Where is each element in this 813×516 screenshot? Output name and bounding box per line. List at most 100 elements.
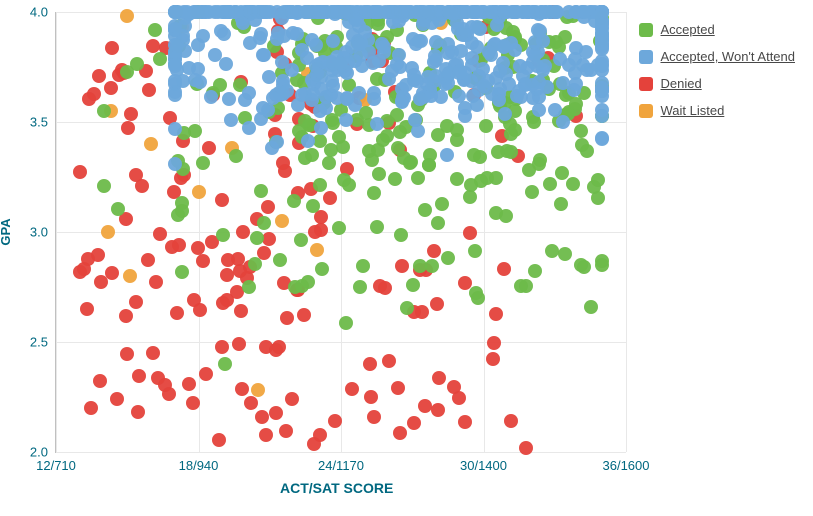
data-point — [356, 259, 370, 273]
data-point — [170, 306, 184, 320]
legend-item-accepted[interactable]: Accepted — [639, 22, 796, 37]
data-point — [519, 279, 533, 293]
data-point — [463, 190, 477, 204]
data-point — [280, 311, 294, 325]
legend-item-accepted-wont-attend[interactable]: Accepted, Won't Attend — [639, 49, 796, 64]
data-point — [218, 357, 232, 371]
x-tick-label: 36/1600 — [603, 458, 650, 473]
data-point — [558, 247, 572, 261]
data-point — [538, 59, 552, 73]
data-point — [272, 340, 286, 354]
legend-label-accepted-wont-attend: Accepted, Won't Attend — [661, 49, 796, 64]
data-point — [229, 149, 243, 163]
data-point — [473, 22, 487, 36]
data-point — [363, 357, 377, 371]
x-axis-label: ACT/SAT SCORE — [280, 480, 393, 496]
scatter-chart: 12/71018/94024/117030/140036/16002.02.53… — [0, 0, 813, 516]
data-point — [328, 414, 342, 428]
legend-label-wait-listed: Wait Listed — [661, 103, 725, 118]
data-point — [516, 5, 530, 19]
data-point — [276, 156, 290, 170]
data-point — [412, 34, 426, 48]
data-point — [400, 301, 414, 315]
data-point — [595, 57, 609, 71]
data-point — [392, 48, 406, 62]
data-point — [477, 79, 491, 93]
data-point — [153, 52, 167, 66]
data-point — [305, 93, 319, 107]
data-point — [595, 38, 609, 52]
data-point — [487, 336, 501, 350]
data-point — [395, 95, 409, 109]
data-point — [192, 185, 206, 199]
data-point — [204, 90, 218, 104]
data-point — [532, 157, 546, 171]
data-point — [215, 340, 229, 354]
data-point — [339, 113, 353, 127]
data-point — [105, 41, 119, 55]
data-point — [182, 377, 196, 391]
data-point — [489, 307, 503, 321]
data-point — [394, 228, 408, 242]
data-point — [273, 253, 287, 267]
data-point — [129, 168, 143, 182]
data-point — [440, 148, 454, 162]
data-point — [407, 416, 421, 430]
data-point — [232, 337, 246, 351]
data-point — [171, 208, 185, 222]
x-tick-label: 30/1400 — [460, 458, 507, 473]
legend-item-denied[interactable]: Denied — [639, 76, 796, 91]
data-point — [500, 5, 514, 19]
legend-item-wait-listed[interactable]: Wait Listed — [639, 103, 796, 118]
data-point — [527, 115, 541, 129]
data-point — [120, 65, 134, 79]
data-point — [294, 233, 308, 247]
data-point — [254, 184, 268, 198]
data-point — [168, 5, 182, 19]
data-point — [235, 382, 249, 396]
data-point — [574, 124, 588, 138]
data-point — [408, 113, 422, 127]
data-point — [77, 262, 91, 276]
data-point — [261, 200, 275, 214]
data-point — [222, 5, 236, 19]
data-point — [380, 129, 394, 143]
data-point — [325, 5, 339, 19]
data-point — [372, 54, 386, 68]
legend: Accepted Accepted, Won't Attend Denied W… — [639, 22, 796, 130]
data-point — [595, 254, 609, 268]
data-point — [144, 137, 158, 151]
data-point — [591, 173, 605, 187]
data-point — [221, 253, 235, 267]
data-point — [431, 403, 445, 417]
data-point — [345, 40, 359, 54]
data-point — [479, 119, 493, 133]
data-point — [519, 441, 533, 455]
data-point — [469, 286, 483, 300]
data-point — [370, 117, 384, 131]
data-point — [407, 73, 421, 87]
data-point — [132, 369, 146, 383]
data-point — [404, 5, 418, 19]
data-point — [242, 86, 256, 100]
data-point — [257, 48, 271, 62]
data-point — [219, 57, 233, 71]
data-point — [549, 5, 563, 19]
data-point — [497, 262, 511, 276]
data-point — [348, 54, 362, 68]
data-point — [120, 9, 134, 23]
data-point — [269, 406, 283, 420]
data-point — [142, 83, 156, 97]
y-tick-label: 2.0 — [30, 445, 48, 460]
data-point — [375, 37, 389, 51]
data-point — [193, 75, 207, 89]
data-point — [277, 29, 291, 43]
data-point — [431, 216, 445, 230]
data-point — [418, 203, 432, 217]
data-point — [474, 174, 488, 188]
data-point — [253, 31, 267, 45]
data-point — [295, 279, 309, 293]
data-point — [575, 138, 589, 152]
data-point — [153, 227, 167, 241]
data-point — [425, 16, 439, 30]
